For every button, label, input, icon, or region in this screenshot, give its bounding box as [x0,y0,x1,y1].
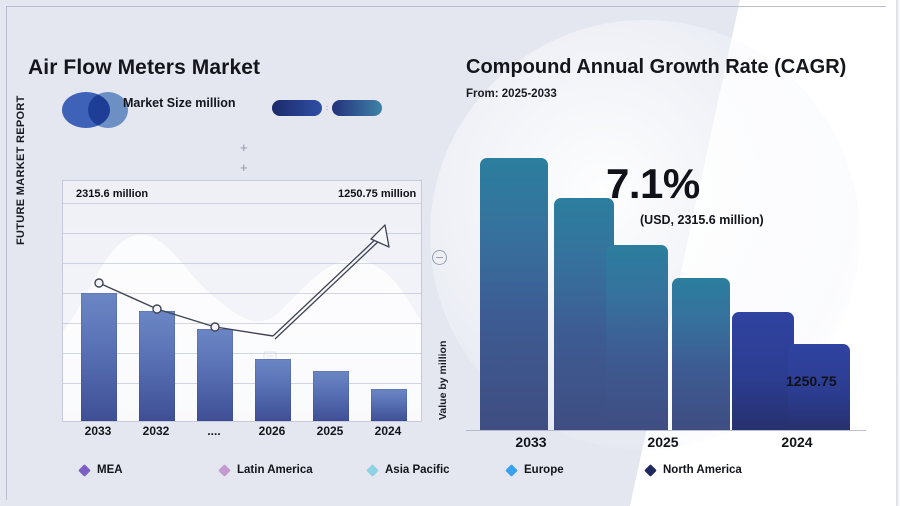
two-overlapping-circles-icon [62,92,128,128]
y-axis-label-right: Value by million [437,340,449,420]
cagr-subtitle: From: 2025-2033 [466,88,557,100]
legend-label: Europe [524,464,564,476]
legend-dot-north-america [644,463,657,477]
right-chart-bars [466,120,886,430]
x-label-2032: 2032 [142,424,170,438]
left-chart-plot-area [62,180,422,422]
legend-label: Asia Pacific [385,464,450,476]
legend-item-latin-america[interactable]: Latin America [218,463,313,477]
cagr-percentage: 7.1% [606,160,700,207]
table-row [371,389,407,421]
pill-legend-group: : [272,100,382,116]
plus-mark-icon-2: + [240,160,248,175]
legend-item-europe[interactable]: Europe [505,463,564,477]
left-chart-trend-line [94,224,390,340]
cagr-title: Compound Annual Growth Rate (CAGR) [466,56,847,78]
r-x-label-2033: 2033 [515,434,547,450]
left-chart-x-labels: 2033 2032 .... 2026 2025 2024 [62,424,420,444]
growth-arrow-icon [272,224,390,340]
chart-legend: MEA Latin America Asia Pacific Europe No… [78,463,840,486]
pill-badge-teal [331,100,382,116]
table-row [197,329,233,421]
table-row [139,311,175,421]
right-chart-x-labels: 2033 2025 2024 [466,434,886,456]
callout-right-value: 1250.75 million [338,188,417,200]
pill-badge-navy [272,100,322,116]
logo-circle-light [88,92,128,128]
page-title: Air Flow Meters Market [28,56,261,79]
x-label-2026: 2026 [258,424,286,438]
table-row [672,278,730,430]
table-row [606,245,668,430]
legend-item-mea[interactable]: MEA [78,463,123,477]
legend-dot-europe [505,463,518,477]
plus-mark-icon-1: + [240,140,248,155]
legend-dot-mea [78,463,91,477]
r-x-label-2024: 2024 [781,434,813,450]
legend-label: Latin America [237,464,313,476]
legend-dot-latin-america [218,463,231,477]
legend-label: North America [663,464,742,476]
frame-line-left [6,6,7,500]
x-label-2033: 2033 [84,424,112,438]
pill-separator: : [326,104,328,112]
market-size-caption: Market Size million [123,96,236,110]
legend-item-asia-pacific[interactable]: Asia Pacific [366,463,450,477]
left-chart-bars [63,181,421,421]
y-axis-label-left: FUTURE MARKET REPORT [15,95,27,245]
frame-line-top [6,6,886,7]
right-chart-data-label: 1250.75 [786,373,837,389]
legend-item-north-america[interactable]: North America [644,463,742,477]
table-row [81,293,117,421]
table-row [313,371,349,421]
callout-left-value: 2315.6 million [76,188,149,200]
legend-dot-asia-pacific [366,463,379,477]
x-label-ellipsis: .... [207,424,221,438]
minus-circle-icon [432,250,447,265]
x-label-2024: 2024 [374,424,402,438]
table-row [788,344,850,430]
table-row [480,158,548,430]
right-chart-baseline [466,430,866,431]
table-row [255,359,291,421]
table-row [732,312,794,430]
x-label-2025: 2025 [316,424,344,438]
legend-label: MEA [97,464,123,476]
table-row [554,198,614,430]
r-x-label-2025: 2025 [647,434,679,450]
cagr-usd-note: (USD, 2315.6 million) [640,213,764,227]
frame-edge-right [896,0,900,506]
